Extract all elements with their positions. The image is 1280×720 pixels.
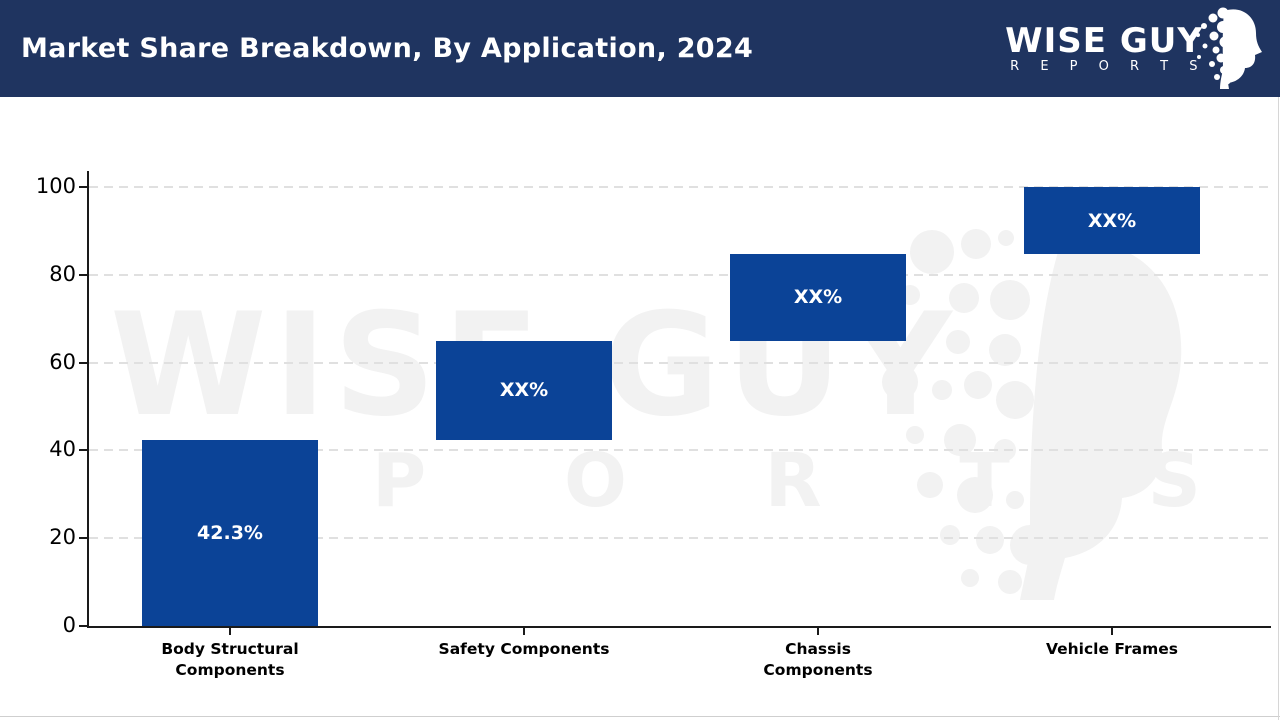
right-border-rule [1278, 97, 1279, 720]
y-axis-tick-label: 40 [49, 437, 76, 462]
bar: XX% [1024, 187, 1200, 255]
y-axis-tick [79, 537, 87, 540]
x-axis-category-label: Safety Components [438, 640, 610, 658]
y-axis-line [87, 171, 89, 628]
y-axis-tick-label: 100 [35, 174, 76, 198]
y-axis-tick [79, 361, 87, 364]
y-axis-tick [79, 625, 87, 627]
y-axis-tick-label: 80 [49, 261, 76, 286]
x-axis-category-label: Chassis Components [763, 640, 873, 679]
x-axis-category-label: Vehicle Frames [1045, 640, 1178, 658]
x-axis-line [87, 626, 1271, 628]
logo-subtitle: R E P O R T S [1010, 58, 1206, 74]
gridline [89, 361, 1271, 364]
bar-value-label: 42.3% [197, 522, 263, 545]
gridline [89, 186, 1271, 188]
logo-text: WISE GUY R E P O R T S [1005, 21, 1206, 74]
y-axis-tick [79, 273, 87, 276]
y-axis-tick [79, 186, 87, 188]
gridline [89, 449, 1271, 452]
x-axis-tick [523, 628, 525, 635]
bar: 42.3% [142, 440, 318, 626]
x-axis-category-label: Body Structural Components [161, 640, 299, 679]
y-axis-tick [79, 449, 87, 452]
x-axis-tick [1111, 628, 1113, 635]
bottom-border-rule [0, 716, 1280, 717]
gridline [89, 273, 1271, 276]
wise-guy-reports-logo: WISE GUY R E P O R T S [1005, 6, 1266, 92]
y-axis-tick-label: 0 [62, 613, 76, 637]
logo-wordmark: WISE GUY [1005, 21, 1203, 62]
bar: XX% [730, 254, 906, 341]
wise-guy-head-icon [1196, 7, 1262, 89]
bar-value-label: XX% [1087, 209, 1137, 232]
x-axis-tick [229, 628, 231, 635]
header-banner: Market Share Breakdown, By Application, … [0, 0, 1280, 97]
bar: XX% [436, 340, 612, 441]
y-axis-tick-label: 60 [49, 349, 76, 374]
page-title: Market Share Breakdown, By Application, … [21, 33, 754, 64]
bar-value-label: XX% [793, 286, 843, 309]
x-axis-tick [817, 628, 819, 635]
gridline [89, 537, 1271, 540]
y-axis-tick-label: 20 [49, 525, 76, 550]
bar-value-label: XX% [499, 379, 549, 402]
watermark-head-icon [882, 229, 1182, 600]
